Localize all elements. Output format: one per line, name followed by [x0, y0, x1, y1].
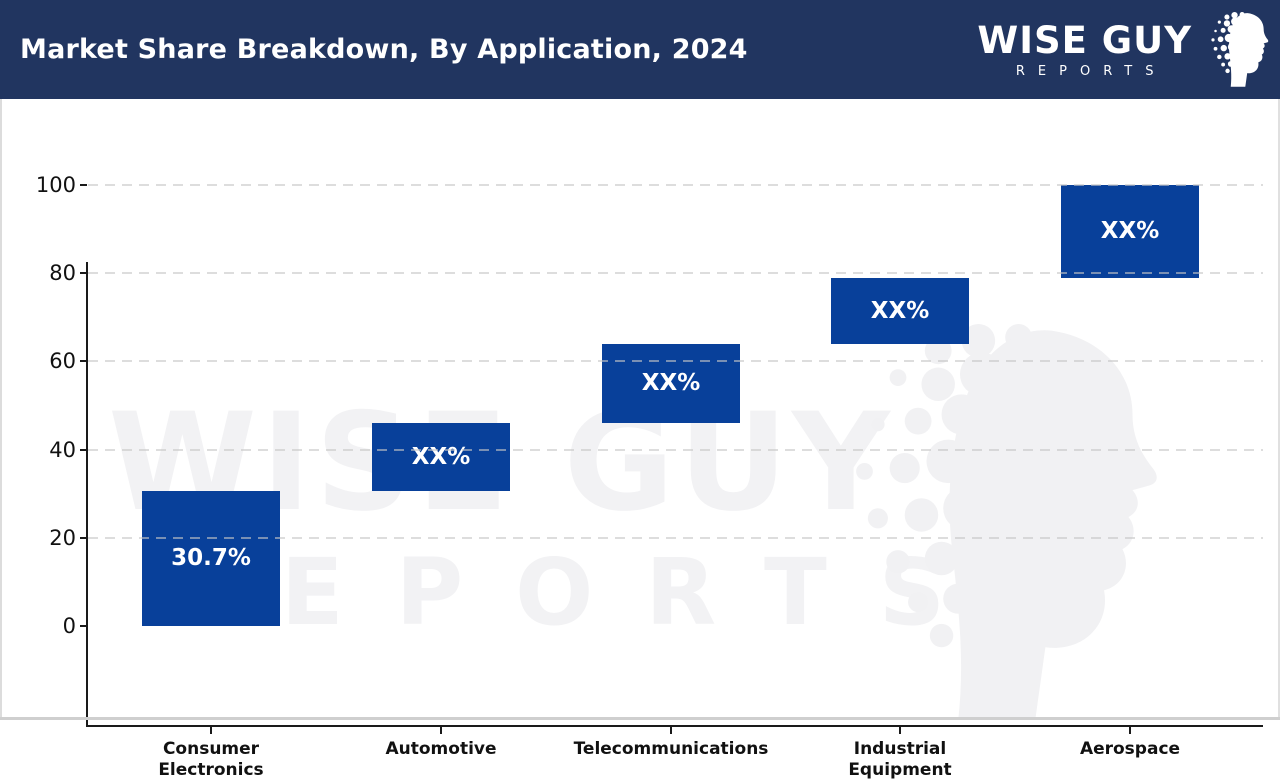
- x-category-label: Aerospace: [1079, 739, 1181, 759]
- bar-automotive: [372, 423, 510, 491]
- brand-logo-text: WISE GUY REPORTS: [977, 22, 1192, 79]
- x-category-label: Consumer Electronics: [158, 739, 264, 781]
- x-tick-mark: [210, 727, 212, 734]
- y-tick-mark: [80, 272, 87, 275]
- page-border-right: [1278, 99, 1280, 717]
- gridline-40: [88, 448, 1263, 451]
- gridline-60: [88, 360, 1263, 363]
- bar-telecommunications: [602, 343, 740, 424]
- brand-name: WISE GUY: [977, 18, 1192, 62]
- x-category-label: Automotive: [385, 739, 497, 759]
- y-tick-label: 60: [49, 349, 76, 374]
- brand-logo: WISE GUY REPORTS: [977, 6, 1270, 94]
- brand-face-icon: [1194, 8, 1270, 92]
- y-axis-line: [86, 262, 88, 727]
- bar-value-label: 30.7%: [171, 545, 251, 572]
- bar-consumer-electronics: [142, 490, 280, 626]
- page-border-left: [0, 99, 2, 717]
- x-tick-mark: [899, 727, 901, 734]
- x-tick-mark: [670, 727, 672, 734]
- gridline-100: [88, 184, 1263, 186]
- y-tick-mark: [80, 448, 87, 451]
- gridline-20: [88, 536, 1263, 539]
- y-tick-mark: [80, 184, 87, 186]
- chart-title: Market Share Breakdown, By Application, …: [20, 34, 748, 65]
- page-border-bottom: [0, 717, 1280, 720]
- bar-industrial-equipment: [831, 277, 969, 344]
- x-category-label: Telecommunications: [573, 739, 769, 759]
- bar-value-label: XX%: [641, 370, 701, 397]
- y-tick-label: 80: [49, 261, 76, 286]
- y-tick-label: 0: [62, 614, 76, 638]
- chart-canvas: WISE GUY REPORTS 0 20 40 60 80 100 30.7% Consum…: [0, 99, 1280, 780]
- bar-aerospace: [1061, 185, 1199, 278]
- y-tick-mark: [80, 536, 87, 539]
- x-tick-mark: [1129, 727, 1131, 734]
- x-axis-line: [86, 725, 1263, 727]
- bar-value-label: XX%: [411, 443, 471, 470]
- y-tick-mark: [80, 360, 87, 363]
- bar-value-label: XX%: [1100, 218, 1160, 245]
- x-category-label: Industrial Equipment: [848, 739, 952, 781]
- watermark-face-icon: [760, 324, 1170, 726]
- header-bar: Market Share Breakdown, By Application, …: [0, 0, 1280, 99]
- gridline-80: [88, 272, 1263, 275]
- y-tick-label: 20: [49, 525, 76, 550]
- y-tick-label: 100: [35, 173, 76, 197]
- bar-value-label: XX%: [870, 297, 930, 324]
- y-tick-label: 40: [49, 437, 76, 462]
- y-tick-mark: [80, 625, 87, 627]
- brand-tagline: REPORTS: [1015, 63, 1167, 79]
- watermark-tagline: REPORTS: [158, 539, 998, 646]
- x-tick-mark: [440, 727, 442, 734]
